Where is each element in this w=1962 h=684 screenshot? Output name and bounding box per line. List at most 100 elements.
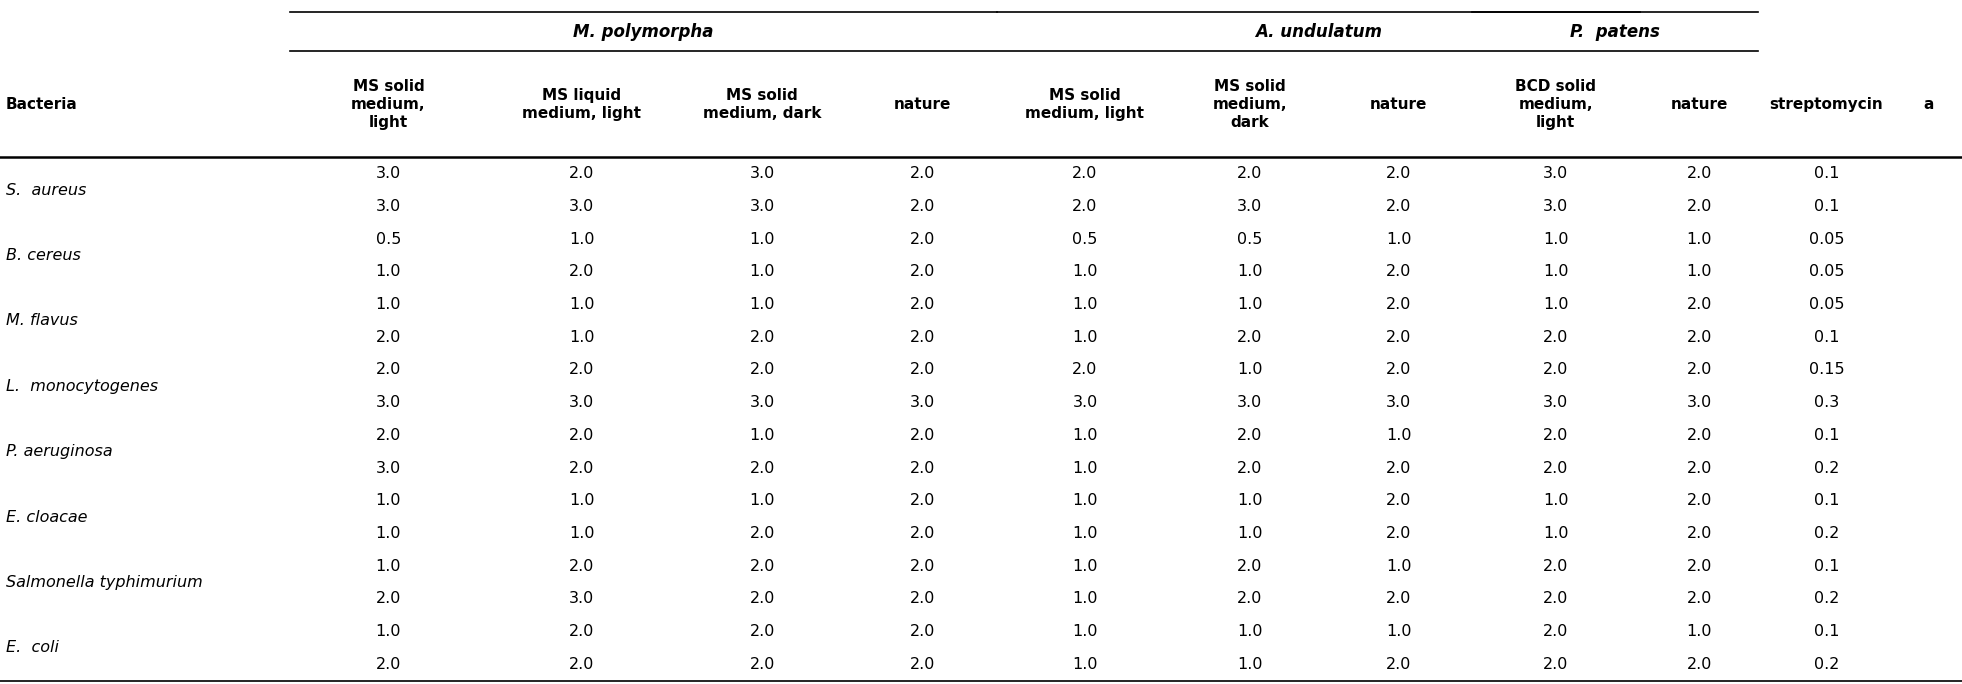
Text: BCD solid
medium,
light: BCD solid medium, light <box>1515 79 1597 130</box>
Text: M. polymorpha: M. polymorpha <box>573 23 714 41</box>
Text: 0.5: 0.5 <box>1073 232 1097 246</box>
Text: 0.2: 0.2 <box>1815 460 1838 475</box>
Text: 0.05: 0.05 <box>1809 297 1844 312</box>
Text: 1.0: 1.0 <box>1073 624 1097 639</box>
Text: 1.0: 1.0 <box>377 493 400 508</box>
Text: 1.0: 1.0 <box>1073 428 1097 443</box>
Text: 3.0: 3.0 <box>569 395 594 410</box>
Text: 1.0: 1.0 <box>1073 559 1097 574</box>
Text: 2.0: 2.0 <box>1544 657 1568 672</box>
Text: 3.0: 3.0 <box>1387 395 1411 410</box>
Text: 1.0: 1.0 <box>1073 493 1097 508</box>
Text: 2.0: 2.0 <box>1687 460 1711 475</box>
Text: 1.0: 1.0 <box>1687 624 1711 639</box>
Text: 3.0: 3.0 <box>569 592 594 606</box>
Text: streptomycin: streptomycin <box>1770 97 1884 111</box>
Text: 2.0: 2.0 <box>1387 264 1411 279</box>
Text: 0.1: 0.1 <box>1815 493 1838 508</box>
Text: 3.0: 3.0 <box>1544 166 1568 181</box>
Text: 2.0: 2.0 <box>1387 526 1411 541</box>
Text: 2.0: 2.0 <box>1687 297 1711 312</box>
Text: 2.0: 2.0 <box>569 166 594 181</box>
Text: 2.0: 2.0 <box>910 297 934 312</box>
Text: 1.0: 1.0 <box>1387 624 1411 639</box>
Text: 1.0: 1.0 <box>569 526 594 541</box>
Text: 0.1: 0.1 <box>1815 330 1838 345</box>
Text: 3.0: 3.0 <box>569 199 594 214</box>
Text: 2.0: 2.0 <box>569 624 594 639</box>
Text: MS solid
medium,
light: MS solid medium, light <box>351 79 426 130</box>
Text: 2.0: 2.0 <box>1387 199 1411 214</box>
Text: 1.0: 1.0 <box>749 264 775 279</box>
Text: 2.0: 2.0 <box>377 330 400 345</box>
Text: 1.0: 1.0 <box>1238 657 1262 672</box>
Text: 2.0: 2.0 <box>1387 330 1411 345</box>
Text: 2.0: 2.0 <box>1544 559 1568 574</box>
Text: 1.0: 1.0 <box>1073 297 1097 312</box>
Text: 1.0: 1.0 <box>749 428 775 443</box>
Text: 2.0: 2.0 <box>1387 166 1411 181</box>
Text: 2.0: 2.0 <box>1687 330 1711 345</box>
Text: 2.0: 2.0 <box>569 559 594 574</box>
Text: 1.0: 1.0 <box>1238 624 1262 639</box>
Text: E.  coli: E. coli <box>6 640 59 655</box>
Text: 3.0: 3.0 <box>377 166 400 181</box>
Text: 1.0: 1.0 <box>569 297 594 312</box>
Text: 1.0: 1.0 <box>1238 363 1262 378</box>
Text: 1.0: 1.0 <box>749 297 775 312</box>
Text: 0.1: 0.1 <box>1815 199 1838 214</box>
Text: 2.0: 2.0 <box>1073 166 1097 181</box>
Text: 2.0: 2.0 <box>910 264 934 279</box>
Text: 2.0: 2.0 <box>1687 526 1711 541</box>
Text: 1.0: 1.0 <box>569 493 594 508</box>
Text: 2.0: 2.0 <box>749 363 775 378</box>
Text: 2.0: 2.0 <box>1687 592 1711 606</box>
Text: 1.0: 1.0 <box>1238 297 1262 312</box>
Text: 2.0: 2.0 <box>910 330 934 345</box>
Text: 3.0: 3.0 <box>1544 199 1568 214</box>
Text: 2.0: 2.0 <box>910 526 934 541</box>
Text: 1.0: 1.0 <box>377 264 400 279</box>
Text: 2.0: 2.0 <box>910 460 934 475</box>
Text: 1.0: 1.0 <box>377 559 400 574</box>
Text: 2.0: 2.0 <box>1073 199 1097 214</box>
Text: MS solid
medium, dark: MS solid medium, dark <box>702 88 822 121</box>
Text: 1.0: 1.0 <box>377 526 400 541</box>
Text: 2.0: 2.0 <box>1073 363 1097 378</box>
Text: 0.1: 0.1 <box>1815 428 1838 443</box>
Text: 0.3: 0.3 <box>1815 395 1838 410</box>
Text: 2.0: 2.0 <box>1687 166 1711 181</box>
Text: 0.2: 0.2 <box>1815 526 1838 541</box>
Text: 1.0: 1.0 <box>569 330 594 345</box>
Text: 3.0: 3.0 <box>749 395 775 410</box>
Text: MS solid
medium,
dark: MS solid medium, dark <box>1213 79 1287 130</box>
Text: 2.0: 2.0 <box>1238 166 1262 181</box>
Text: 2.0: 2.0 <box>377 657 400 672</box>
Text: 1.0: 1.0 <box>749 232 775 246</box>
Text: 2.0: 2.0 <box>910 166 934 181</box>
Text: 0.05: 0.05 <box>1809 232 1844 246</box>
Text: 1.0: 1.0 <box>1073 526 1097 541</box>
Text: 2.0: 2.0 <box>1387 493 1411 508</box>
Text: 2.0: 2.0 <box>910 493 934 508</box>
Text: 2.0: 2.0 <box>1687 559 1711 574</box>
Text: 2.0: 2.0 <box>910 559 934 574</box>
Text: 0.5: 0.5 <box>377 232 400 246</box>
Text: 1.0: 1.0 <box>1544 526 1568 541</box>
Text: 2.0: 2.0 <box>1387 592 1411 606</box>
Text: 3.0: 3.0 <box>377 199 400 214</box>
Text: 1.0: 1.0 <box>1544 297 1568 312</box>
Text: 2.0: 2.0 <box>569 428 594 443</box>
Text: 1.0: 1.0 <box>1073 657 1097 672</box>
Text: 0.1: 0.1 <box>1815 559 1838 574</box>
Text: 2.0: 2.0 <box>910 199 934 214</box>
Text: 3.0: 3.0 <box>1687 395 1711 410</box>
Text: 3.0: 3.0 <box>377 460 400 475</box>
Text: 2.0: 2.0 <box>749 460 775 475</box>
Text: 3.0: 3.0 <box>1544 395 1568 410</box>
Text: 2.0: 2.0 <box>910 592 934 606</box>
Text: P.  patens: P. patens <box>1570 23 1660 41</box>
Text: 2.0: 2.0 <box>569 363 594 378</box>
Text: 2.0: 2.0 <box>1544 428 1568 443</box>
Text: 1.0: 1.0 <box>1073 264 1097 279</box>
